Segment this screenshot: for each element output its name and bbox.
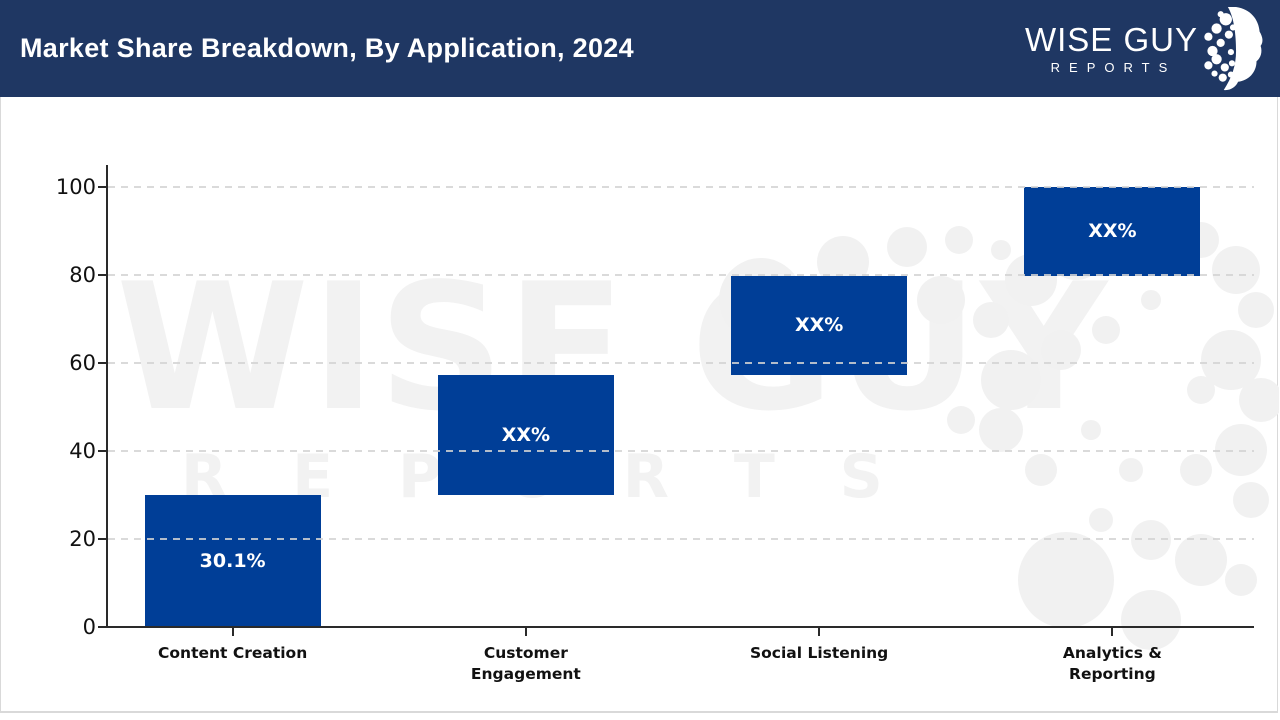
gridline-100 xyxy=(108,186,1254,188)
gridline-60 xyxy=(108,362,1254,364)
waterfall-bar: 30.1% xyxy=(144,494,321,627)
y-tick-label: 60 xyxy=(69,351,96,375)
waterfall-bar: XX% xyxy=(731,275,908,375)
x-category-label: Content Creation xyxy=(158,644,308,662)
bar-value-label: 30.1% xyxy=(199,549,266,572)
x-category-label: Social Listening xyxy=(749,644,889,662)
gridline-20 xyxy=(108,538,1254,540)
y-tick-0 xyxy=(98,626,106,628)
x-tick xyxy=(231,628,234,636)
waterfall-bar: XX% xyxy=(437,374,614,495)
bar-value-label: XX% xyxy=(501,423,551,446)
y-tick-60 xyxy=(98,362,106,364)
x-category-label: Analytics & Reporting xyxy=(1062,644,1162,683)
page-title: Market Share Breakdown, By Application, … xyxy=(20,33,634,63)
bar-value-label: XX% xyxy=(794,314,844,337)
y-tick-label: 0 xyxy=(82,615,96,639)
y-tick-label: 20 xyxy=(69,527,96,551)
y-tick-40 xyxy=(98,450,106,452)
brand-logo-text: WISE GUY REPORTS xyxy=(1024,20,1198,75)
gridline-80 xyxy=(108,274,1254,276)
bar-value-label: XX% xyxy=(1088,220,1137,243)
y-tick-label: 40 xyxy=(69,439,96,463)
y-axis xyxy=(106,165,108,628)
brand-logo-main: WISE GUY xyxy=(1024,20,1198,58)
brand-logo-sub: REPORTS xyxy=(1050,59,1177,75)
y-tick-80 xyxy=(98,274,106,276)
x-tick xyxy=(524,628,527,636)
x-axis xyxy=(108,626,1254,628)
brand-logo: WISE GUY REPORTS xyxy=(1025,6,1266,92)
y-tick-label: 100 xyxy=(55,175,96,199)
header-bar: Market Share Breakdown, By Application, … xyxy=(0,0,1280,97)
gridline-40 xyxy=(108,450,1254,452)
y-tick-100 xyxy=(98,186,106,188)
head-profile-icon xyxy=(1204,6,1263,90)
x-category-label: Customer Engagement xyxy=(470,644,581,683)
x-tick xyxy=(1111,628,1114,636)
x-tick xyxy=(818,628,821,636)
waterfall-bar: XX% xyxy=(1024,187,1201,276)
y-tick-label: 80 xyxy=(69,263,96,287)
y-tick-20 xyxy=(98,538,106,540)
